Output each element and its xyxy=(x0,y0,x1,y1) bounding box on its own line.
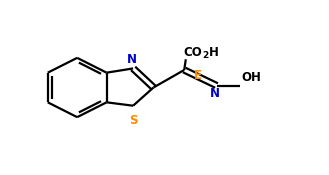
Text: 2: 2 xyxy=(202,51,208,60)
Text: CO: CO xyxy=(183,46,202,59)
Text: OH: OH xyxy=(241,71,261,84)
Text: N: N xyxy=(127,53,137,66)
Text: N: N xyxy=(210,87,220,100)
Text: S: S xyxy=(129,114,137,127)
Text: E: E xyxy=(194,69,202,82)
Text: H: H xyxy=(209,46,218,59)
